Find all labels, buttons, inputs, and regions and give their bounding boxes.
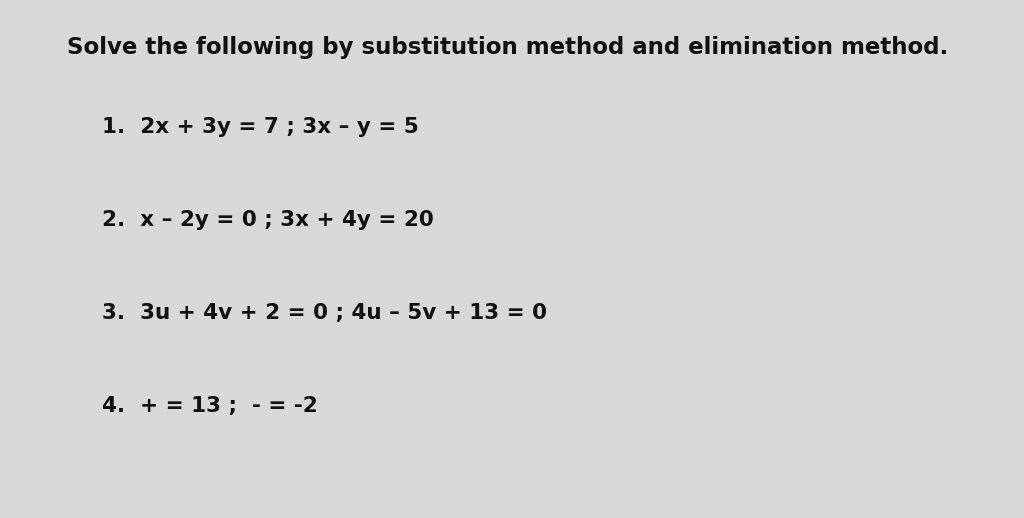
Text: 2.  x – 2y = 0 ; 3x + 4y = 20: 2. x – 2y = 0 ; 3x + 4y = 20 (102, 210, 434, 230)
Text: 1.  2x + 3y = 7 ; 3x – y = 5: 1. 2x + 3y = 7 ; 3x – y = 5 (102, 117, 419, 137)
Text: 3.  3u + 4v + 2 = 0 ; 4u – 5v + 13 = 0: 3. 3u + 4v + 2 = 0 ; 4u – 5v + 13 = 0 (102, 303, 548, 323)
Text: Solve the following by substitution method and elimination method.: Solve the following by substitution meth… (67, 36, 948, 59)
Text: 4.  + = 13 ;  - = -2: 4. + = 13 ; - = -2 (102, 396, 318, 416)
